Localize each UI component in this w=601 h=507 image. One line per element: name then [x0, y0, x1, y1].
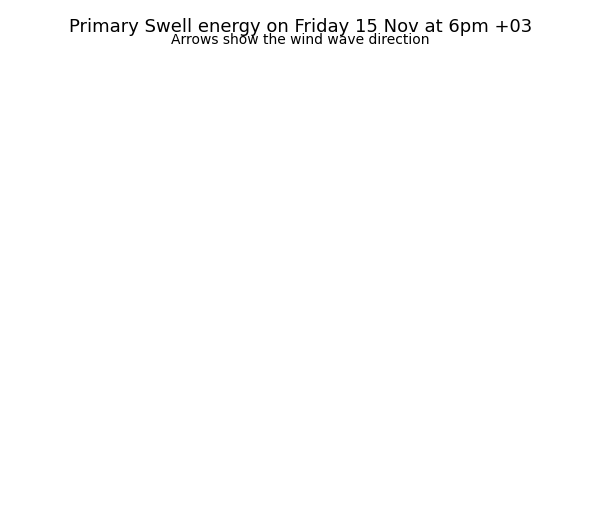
Text: Primary Swell energy on Friday 15 Nov at 6pm +03: Primary Swell energy on Friday 15 Nov at… — [69, 18, 532, 36]
Text: Arrows show the wind wave direction: Arrows show the wind wave direction — [171, 33, 430, 47]
